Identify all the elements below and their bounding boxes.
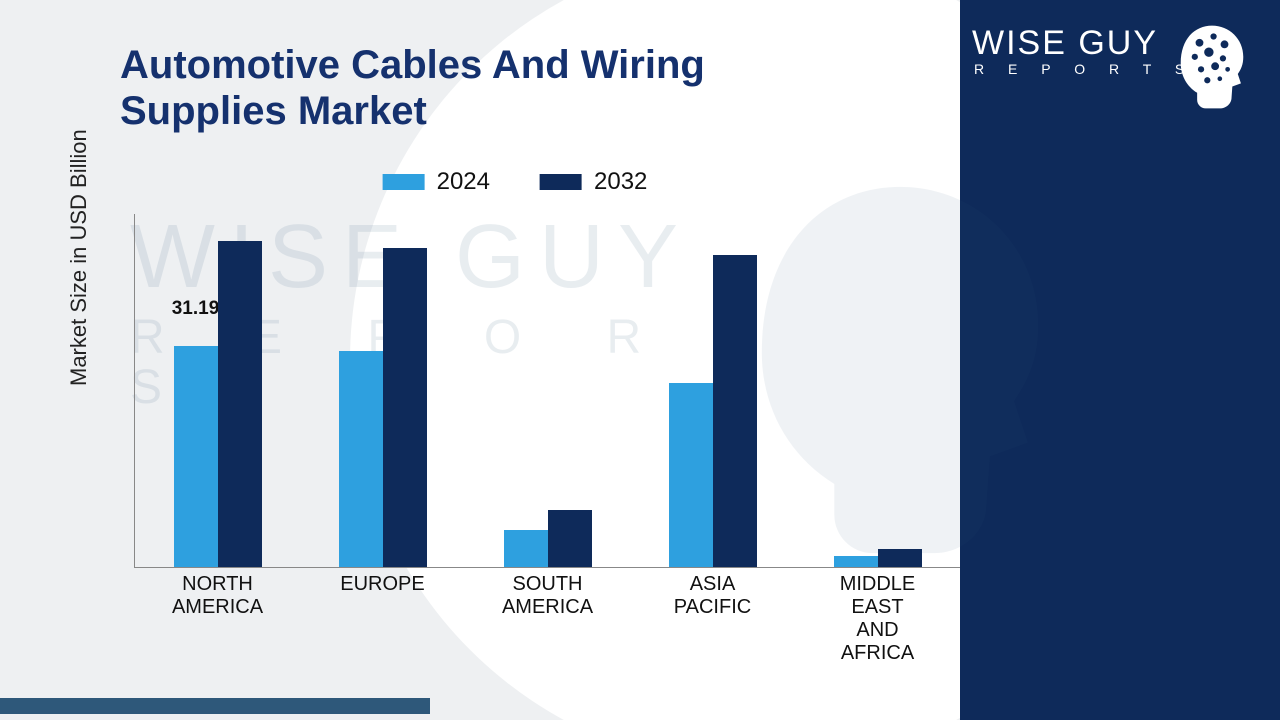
category-label: MIDDLEEASTANDAFRICA: [808, 573, 948, 665]
category-label: EUROPE: [313, 573, 453, 596]
legend-swatch: [383, 174, 425, 190]
bar: [834, 556, 878, 567]
bar: [383, 248, 427, 567]
legend-label: 2032: [594, 168, 647, 196]
category-label: SOUTHAMERICA: [478, 573, 618, 619]
brand-head-icon: [1172, 24, 1252, 110]
legend: 2024 2032: [383, 168, 648, 196]
bar-group: ASIAPACIFIC: [630, 214, 795, 567]
bar-pair: [174, 241, 262, 567]
bar-pair: [504, 510, 592, 567]
bar-group: 31.19NORTHAMERICA: [135, 214, 300, 567]
bar-pair: [669, 255, 757, 567]
bar: [174, 346, 218, 567]
y-axis-label: Market Size in USD Billion: [66, 129, 92, 386]
brand-word: WISE GUY: [972, 24, 1158, 63]
legend-swatch: [540, 174, 582, 190]
bar: [713, 255, 757, 567]
category-label: ASIAPACIFIC: [643, 573, 783, 619]
bar: [878, 549, 922, 567]
chart: Market Size in USD Billion 20242032 31.1…: [70, 160, 960, 680]
bar-group: SOUTHAMERICA: [465, 214, 630, 567]
plot-area: 31.19NORTHAMERICAEUROPESOUTHAMERICAASIAP…: [134, 214, 960, 568]
bar: [504, 530, 548, 567]
bar-pair: [834, 549, 922, 567]
bar: [218, 241, 262, 567]
legend-label: 2024: [437, 168, 490, 196]
legend-item: 2032: [540, 168, 647, 196]
bar: [339, 351, 383, 567]
legend-item: 2024: [383, 168, 490, 196]
page-title: Automotive Cables And Wiring Supplies Ma…: [120, 42, 820, 134]
stage: WISE GUY R E P O R T S Automotive Cables…: [0, 0, 1280, 720]
bar-group: EUROPE: [300, 214, 465, 567]
category-label: NORTHAMERICA: [148, 573, 288, 619]
brand-logo: WISE GUY R E P O R T S: [972, 24, 1252, 114]
bottom-accent-bar: [0, 698, 430, 714]
bar-pair: [339, 248, 427, 567]
bar-group: MIDDLEEASTANDAFRICA: [795, 214, 960, 567]
bar-groups: 31.19NORTHAMERICAEUROPESOUTHAMERICAASIAP…: [135, 214, 960, 567]
bar: [669, 383, 713, 567]
bar: [548, 510, 592, 567]
